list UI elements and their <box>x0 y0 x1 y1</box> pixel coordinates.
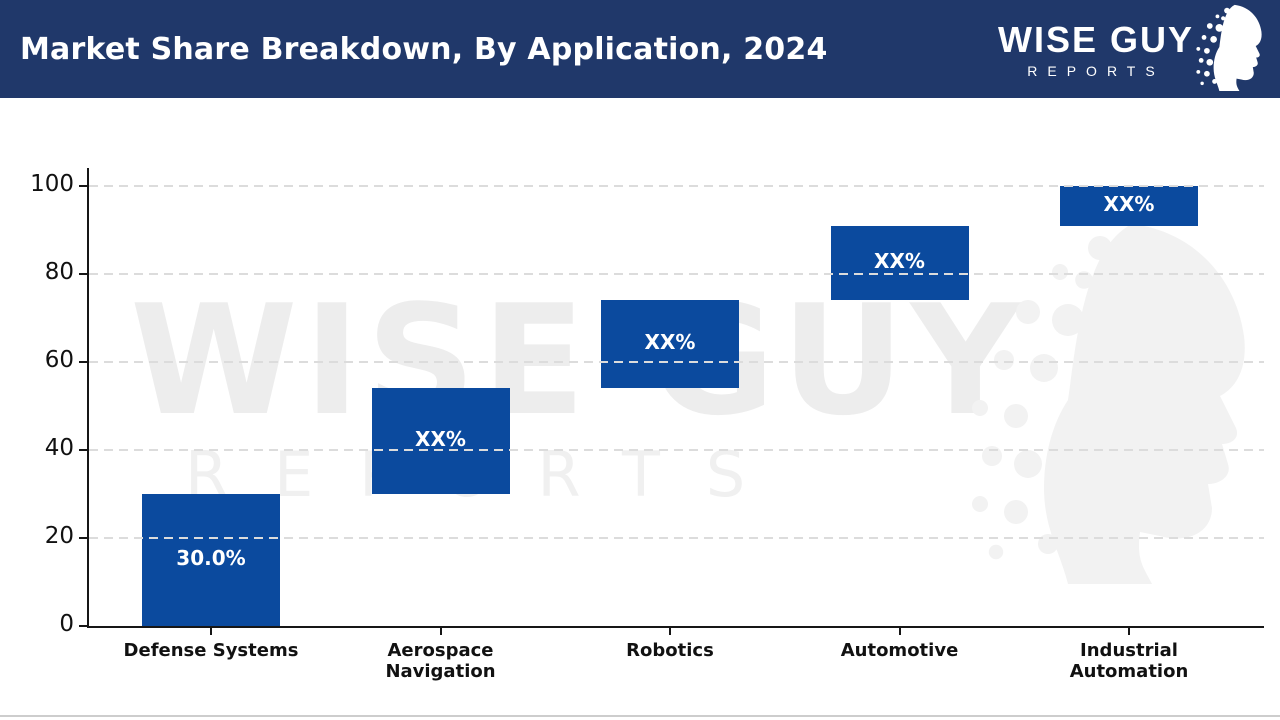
bar-value-label: 30.0% <box>176 546 246 570</box>
x-tick-label-line: Robotics <box>626 640 714 661</box>
y-tick-label: 0 <box>59 611 74 637</box>
gridline-y100 <box>89 185 1264 187</box>
x-tick-label-line: Aerospace <box>387 640 494 661</box>
x-tick-label-line: Automotive <box>840 640 959 661</box>
gridline-y20 <box>89 537 1264 539</box>
y-axis-tick <box>79 185 87 187</box>
gridline-y60 <box>89 361 1264 363</box>
bar-automotive <box>830 225 969 301</box>
x-tick-label-line: Defense Systems <box>123 640 299 661</box>
y-tick-label: 100 <box>30 171 74 197</box>
x-tick-label-line: Automation <box>1069 661 1189 682</box>
x-axis-line <box>87 626 1264 628</box>
x-axis-tick <box>439 628 442 635</box>
gridline-y40 <box>89 449 1264 451</box>
y-axis-tick <box>79 361 87 363</box>
chart-title: Market Share Breakdown, By Application, … <box>20 31 828 67</box>
gridline-y80 <box>89 273 1264 275</box>
y-axis-tick <box>79 449 87 451</box>
x-tick-label: Robotics <box>560 640 780 661</box>
bar-defense-systems <box>142 494 280 626</box>
x-tick-label: Aerospace Navigation <box>331 640 551 682</box>
bar-aerospace-navigation <box>371 388 510 494</box>
x-axis-tick <box>669 628 671 635</box>
y-axis-tick <box>79 537 87 539</box>
bar-value-label: XX% <box>874 249 925 273</box>
bar-robotics <box>601 300 739 389</box>
brand-subtitle: REPORTS <box>1027 63 1165 79</box>
y-tick-label: 60 <box>44 347 74 373</box>
bar-value-label: XX% <box>415 427 466 452</box>
x-axis-tick <box>898 628 901 635</box>
x-tick-label-line: Industrial <box>1080 640 1178 661</box>
header-bar: Market Share Breakdown, By Application, … <box>0 0 1280 98</box>
bar-value-label: XX% <box>644 330 696 355</box>
y-axis-tick <box>79 625 87 627</box>
y-tick-label: 40 <box>44 435 74 461</box>
bar-value-label: XX% <box>1103 191 1155 216</box>
y-tick-label: 80 <box>44 259 74 285</box>
brand-name: WISE GUY <box>997 19 1194 60</box>
y-tick-label: 20 <box>44 523 74 549</box>
x-tick-label-line: Navigation <box>385 661 496 682</box>
y-axis-line <box>87 168 89 628</box>
bottom-divider <box>0 715 1280 717</box>
bar-industrial-automation <box>1060 186 1198 226</box>
y-axis-tick <box>79 273 87 275</box>
x-tick-label: Defense Systems <box>101 640 321 661</box>
x-axis-tick <box>1128 628 1130 635</box>
brand-logo: WISE GUY REPORTS <box>998 3 1266 95</box>
x-tick-label: Automotive <box>790 640 1010 661</box>
x-tick-label: Industrial Automation <box>1019 640 1239 682</box>
x-axis-tick <box>210 628 212 635</box>
watermark-text: WISE GUY <box>130 272 1027 449</box>
watermark-head-profile-icon <box>940 165 1260 639</box>
head-profile-icon <box>1188 3 1266 95</box>
brand-logo-text: WISE GUY REPORTS <box>998 19 1194 79</box>
